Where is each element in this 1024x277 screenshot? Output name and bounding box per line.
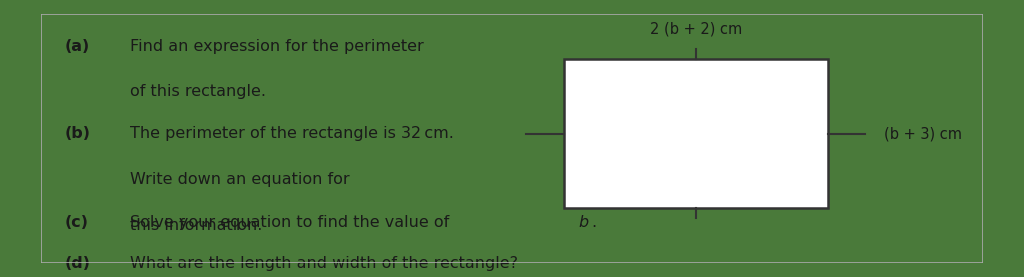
Text: Find an expression for the perimeter: Find an expression for the perimeter	[130, 39, 424, 54]
Text: The perimeter of the rectangle is 32 cm.: The perimeter of the rectangle is 32 cm.	[130, 126, 455, 141]
Text: b: b	[579, 214, 589, 230]
Text: What are the length and width of the rectangle?: What are the length and width of the rec…	[130, 256, 518, 271]
Text: (c): (c)	[65, 214, 88, 230]
Text: 2 (b + 2) cm: 2 (b + 2) cm	[649, 21, 741, 36]
Text: (a): (a)	[65, 39, 90, 54]
Text: Solve your equation to find the value of: Solve your equation to find the value of	[130, 214, 455, 230]
Bar	[564, 59, 827, 208]
Text: (b + 3) cm: (b + 3) cm	[884, 126, 963, 141]
Text: (d): (d)	[65, 256, 90, 271]
Text: Write down an equation for: Write down an equation for	[130, 172, 350, 187]
Text: (b): (b)	[65, 126, 90, 141]
Text: this information.: this information.	[130, 218, 263, 233]
Text: .: .	[591, 214, 596, 230]
Text: of this rectangle.: of this rectangle.	[130, 84, 266, 99]
